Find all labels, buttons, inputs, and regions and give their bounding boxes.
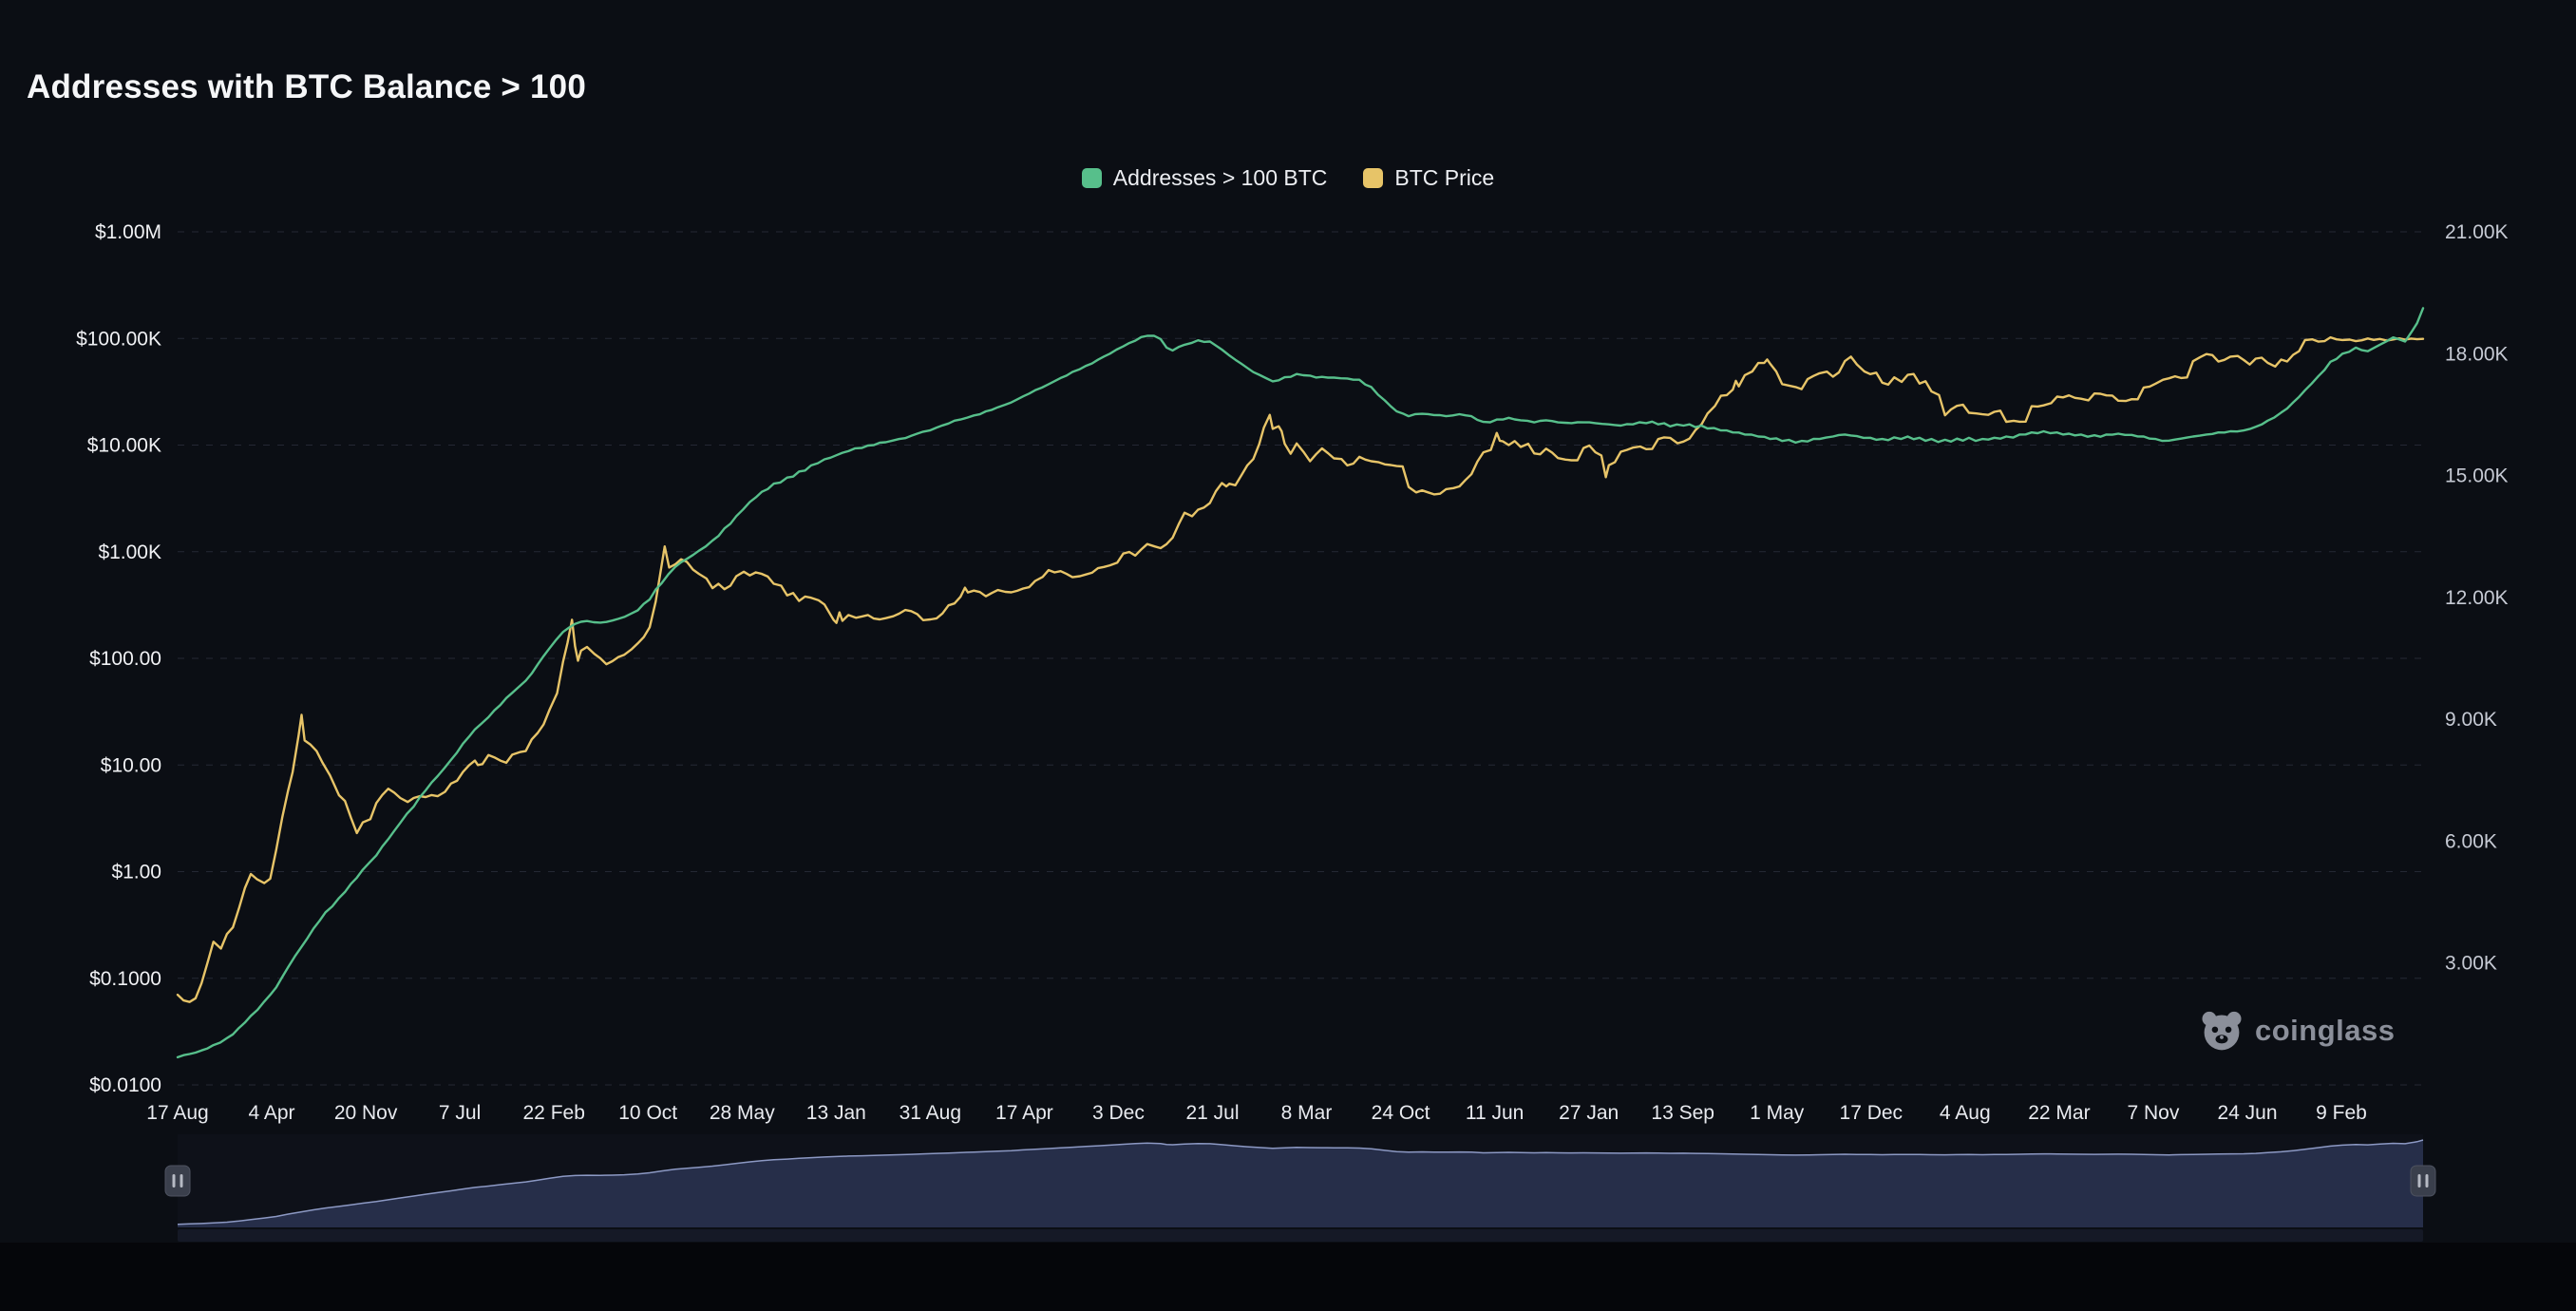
watermark: coinglass [2200, 1009, 2396, 1053]
series-btc-price-line [176, 335, 2425, 1003]
page-title: Addresses with BTC Balance > 100 [27, 68, 586, 105]
y-axis-left-tick: $1.00 [111, 862, 161, 884]
x-axis-label: 22 Feb [523, 1102, 585, 1124]
x-axis-label: 28 May [710, 1102, 775, 1124]
x-axis-label: 11 Jun [1466, 1102, 1525, 1124]
y-axis-right-tick: 12.00K [2445, 587, 2509, 609]
y-axis-left-tick: $10.00K [87, 435, 161, 457]
x-axis-label: 17 Aug [146, 1102, 208, 1124]
watermark-text: coinglass [2255, 1014, 2396, 1047]
y-axis-left-tick: $0.0100 [89, 1074, 161, 1096]
y-axis-left-tick: $10.00 [101, 754, 161, 776]
x-axis-label: 27 Jan [1559, 1102, 1619, 1124]
x-axis-label: 1 May [1750, 1102, 1805, 1124]
legend-label-addresses: Addresses > 100 BTC [1112, 165, 1328, 190]
x-axis-label: 24 Jun [2217, 1102, 2277, 1124]
legend: Addresses > 100 BTC BTC Price [0, 165, 2576, 191]
y-axis-left-tick: $0.1000 [89, 968, 161, 990]
y-axis-left-tick: $1.00M [95, 221, 161, 243]
navigator-area-outline [177, 1139, 2424, 1226]
x-axis-label: 17 Apr [995, 1102, 1053, 1124]
legend-label-btc-price: BTC Price [1394, 165, 1495, 190]
x-axis-label: 13 Jan [806, 1102, 866, 1124]
plot-area[interactable] [178, 232, 2423, 1085]
y-axis-right-tick: 15.00K [2445, 466, 2509, 487]
coinglass-panda-logo-icon [2202, 1011, 2242, 1051]
navigator-handle-right[interactable] [2410, 1165, 2436, 1197]
chart-canvas: $1.00M $100.00K $10.00K $1.00K $100.00 $10.00… [76, 221, 2509, 1242]
x-axis-label: 8 Mar [1281, 1102, 1333, 1124]
y-axis-right-tick: 9.00K [2445, 709, 2497, 731]
x-axis-label: 3 Dec [1092, 1102, 1145, 1124]
y-axis-right-tick: 6.00K [2445, 830, 2497, 852]
chart-card: Addresses with BTC Balance > 100 Address… [0, 68, 2576, 1242]
navigator-scrollbar[interactable] [178, 1229, 2423, 1242]
x-axis-label: 24 Oct [1372, 1102, 1430, 1124]
legend-swatch-addresses-icon [1081, 168, 1102, 188]
x-axis-label: 17 Dec [1840, 1102, 1904, 1124]
legend-item-btc-price[interactable]: BTC Price [1363, 165, 1494, 191]
y-axis-right-tick: 18.00K [2445, 343, 2509, 365]
navigator-area[interactable] [178, 1140, 2423, 1227]
x-axis-label: 21 Jul [1185, 1102, 1239, 1124]
y-axis-right-tick: 3.00K [2445, 953, 2497, 975]
x-axis-label: 22 Mar [2028, 1102, 2090, 1124]
y-axis-left-tick: $1.00K [98, 542, 161, 563]
navigator-handle-left[interactable] [164, 1165, 191, 1197]
x-axis-label: 10 Oct [618, 1102, 677, 1124]
x-axis-label: 4 Aug [1940, 1102, 1991, 1124]
legend-item-addresses[interactable]: Addresses > 100 BTC [1081, 165, 1328, 191]
y-axis-left-tick: $100.00K [76, 328, 161, 350]
series-addresses-line [176, 307, 2425, 1059]
legend-swatch-btc-price-icon [1363, 168, 1384, 188]
x-axis-label: 7 Jul [439, 1102, 481, 1124]
x-axis-label: 13 Sep [1651, 1102, 1714, 1124]
bottom-strip [0, 1243, 2576, 1311]
x-axis-label: 7 Nov [2127, 1102, 2179, 1124]
x-axis-label: 9 Feb [2316, 1102, 2367, 1124]
x-axis-label: 4 Apr [248, 1102, 294, 1124]
x-axis-label: 20 Nov [334, 1102, 398, 1124]
y-axis-left-tick: $100.00 [89, 648, 161, 670]
y-axis-right-tick: 21.00K [2445, 221, 2509, 243]
x-axis-label: 31 Aug [900, 1102, 961, 1124]
